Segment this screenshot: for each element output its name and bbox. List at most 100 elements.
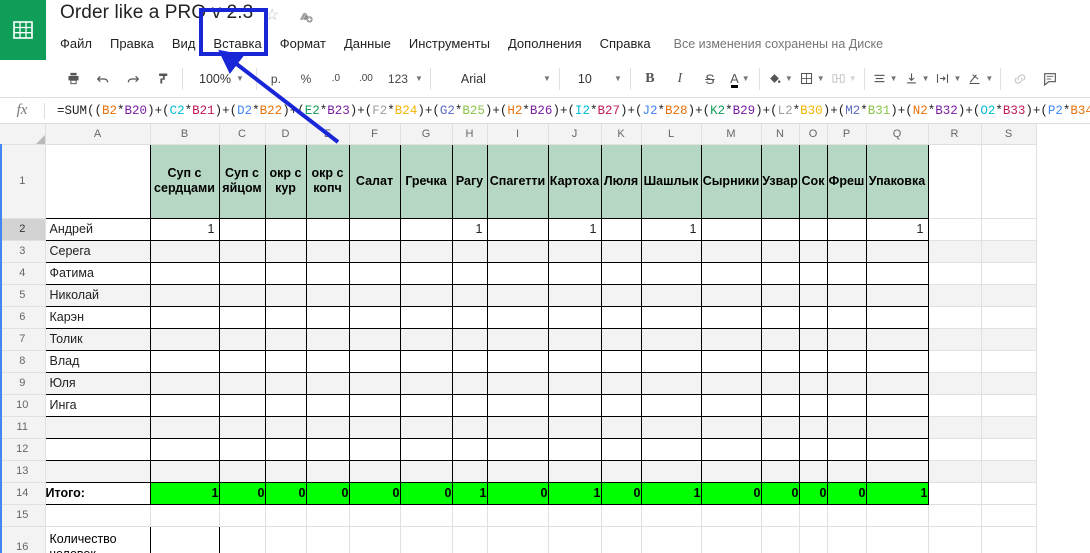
cell-L1[interactable]: Шашлык	[641, 143, 702, 219]
row-header-11[interactable]: 11	[0, 416, 46, 439]
cell-C14[interactable]: 0	[219, 482, 266, 505]
insert-link-icon[interactable]	[1008, 67, 1032, 91]
cell-R9[interactable]	[928, 372, 982, 395]
cell-Q9[interactable]	[866, 372, 929, 395]
cell-A11[interactable]	[44, 416, 151, 439]
cell-K14[interactable]: 0	[601, 482, 642, 505]
cell-E8[interactable]	[306, 350, 350, 373]
cell-I13[interactable]	[487, 460, 549, 483]
cell-G15[interactable]	[400, 504, 453, 527]
column-header-K[interactable]: K	[601, 124, 642, 145]
cell-C2[interactable]	[219, 218, 266, 241]
cell-M2[interactable]	[701, 218, 762, 241]
cell-B4[interactable]	[150, 262, 220, 285]
column-header-D[interactable]: D	[265, 124, 307, 145]
cell-L9[interactable]	[641, 372, 702, 395]
menu-view[interactable]: Вид	[171, 36, 196, 51]
cell-B8[interactable]	[150, 350, 220, 373]
cell-J5[interactable]	[548, 284, 602, 307]
cell-C4[interactable]	[219, 262, 266, 285]
cell-S3[interactable]	[981, 240, 1037, 263]
cell-B12[interactable]	[150, 438, 220, 461]
cell-R7[interactable]	[928, 328, 982, 351]
cell-C3[interactable]	[219, 240, 266, 263]
cell-A2[interactable]: Андрей	[44, 218, 151, 241]
cell-N13[interactable]	[761, 460, 800, 483]
cell-M12[interactable]	[701, 438, 762, 461]
cell-L2[interactable]: 1	[641, 218, 702, 241]
italic-button[interactable]: I	[677, 70, 683, 86]
cell-P11[interactable]	[827, 416, 867, 439]
cell-D1[interactable]: окр с кур	[265, 143, 307, 219]
column-header-J[interactable]: J	[548, 124, 602, 145]
cell-K6[interactable]	[601, 306, 642, 329]
cell-O15[interactable]	[799, 504, 828, 527]
cell-F8[interactable]	[349, 350, 401, 373]
cell-O16[interactable]	[799, 526, 828, 553]
cell-O3[interactable]	[799, 240, 828, 263]
font-size-select[interactable]: 10 ▼	[568, 72, 622, 86]
cell-H5[interactable]	[452, 284, 488, 307]
cell-M11[interactable]	[701, 416, 762, 439]
cell-A6[interactable]: Карэн	[44, 306, 151, 329]
cell-S12[interactable]	[981, 438, 1037, 461]
cell-Q5[interactable]	[866, 284, 929, 307]
cell-J14[interactable]: 1	[548, 482, 602, 505]
column-header-P[interactable]: P	[827, 124, 867, 145]
cell-R2[interactable]	[928, 218, 982, 241]
cell-J16[interactable]	[548, 526, 602, 553]
cell-E11[interactable]	[306, 416, 350, 439]
cell-E12[interactable]	[306, 438, 350, 461]
drive-upload-icon[interactable]	[296, 7, 314, 30]
cell-S7[interactable]	[981, 328, 1037, 351]
cell-E10[interactable]	[306, 394, 350, 417]
cell-Q2[interactable]: 1	[866, 218, 929, 241]
cell-E9[interactable]	[306, 372, 350, 395]
cell-R13[interactable]	[928, 460, 982, 483]
cell-S10[interactable]	[981, 394, 1037, 417]
cell-P3[interactable]	[827, 240, 867, 263]
cell-P13[interactable]	[827, 460, 867, 483]
cell-N5[interactable]	[761, 284, 800, 307]
cell-B2[interactable]: 1	[150, 218, 220, 241]
cell-F4[interactable]	[349, 262, 401, 285]
cell-D9[interactable]	[265, 372, 307, 395]
cell-F13[interactable]	[349, 460, 401, 483]
cell-K4[interactable]	[601, 262, 642, 285]
cell-A4[interactable]: Фатима	[44, 262, 151, 285]
row-header-14[interactable]: 14	[0, 482, 46, 505]
cell-B13[interactable]	[150, 460, 220, 483]
cell-L14[interactable]: 1	[641, 482, 702, 505]
cell-Q10[interactable]	[866, 394, 929, 417]
cell-H11[interactable]	[452, 416, 488, 439]
cell-M9[interactable]	[701, 372, 762, 395]
cell-I4[interactable]	[487, 262, 549, 285]
cell-L4[interactable]	[641, 262, 702, 285]
cell-A10[interactable]: Инга	[44, 394, 151, 417]
text-rotation-button[interactable]: ▼	[967, 67, 993, 91]
cell-N9[interactable]	[761, 372, 800, 395]
cell-C9[interactable]	[219, 372, 266, 395]
cell-D14[interactable]: 0	[265, 482, 307, 505]
font-family-select[interactable]: Arial ▼	[439, 72, 551, 86]
cell-N8[interactable]	[761, 350, 800, 373]
cell-S14[interactable]	[981, 482, 1037, 505]
cell-G3[interactable]	[400, 240, 453, 263]
cell-H6[interactable]	[452, 306, 488, 329]
cell-I12[interactable]	[487, 438, 549, 461]
column-header-S[interactable]: S	[981, 124, 1037, 145]
menu-file[interactable]: Файл	[60, 36, 92, 51]
cell-A15[interactable]	[45, 504, 151, 527]
column-header-R[interactable]: R	[928, 124, 982, 145]
menu-format[interactable]: Формат	[279, 36, 326, 51]
cell-S13[interactable]	[981, 460, 1037, 483]
cell-D8[interactable]	[265, 350, 307, 373]
cell-J9[interactable]	[548, 372, 602, 395]
column-header-L[interactable]: L	[641, 124, 702, 145]
cell-R4[interactable]	[928, 262, 982, 285]
cell-A9[interactable]: Юля	[44, 372, 151, 395]
row-header-2[interactable]: 2	[0, 218, 46, 241]
spreadsheet-grid[interactable]: A B C D E F G H I J K L M N O P Q R S 1 Суп с сердцами Суп с …	[0, 124, 1090, 553]
cell-O7[interactable]	[799, 328, 828, 351]
cell-A16[interactable]: Количество человек	[44, 525, 151, 553]
